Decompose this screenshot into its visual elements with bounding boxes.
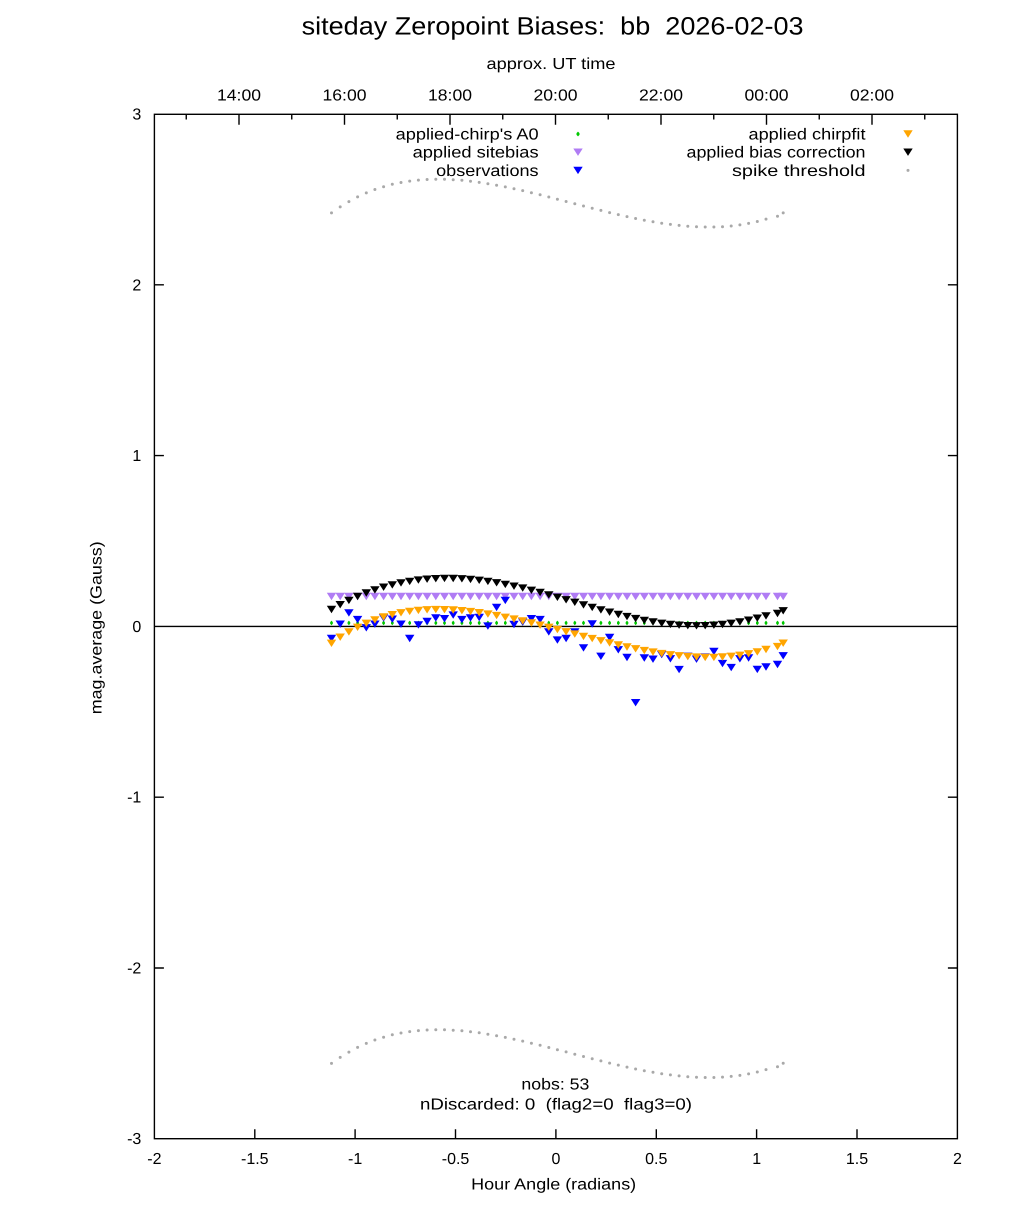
svg-text:Hour Angle (radians): Hour Angle (radians) bbox=[471, 1177, 636, 1194]
svg-text:14:00: 14:00 bbox=[217, 88, 261, 105]
svg-text:approx. UT time: approx. UT time bbox=[487, 56, 616, 73]
svg-text:mag.average (Gauss): mag.average (Gauss) bbox=[89, 541, 106, 714]
svg-text:20:00: 20:00 bbox=[534, 88, 578, 105]
svg-text:0: 0 bbox=[551, 1151, 560, 1168]
svg-text:applied sitebias: applied sitebias bbox=[413, 145, 539, 162]
svg-text:0: 0 bbox=[132, 619, 141, 636]
svg-text:spike threshold: spike threshold bbox=[732, 163, 866, 180]
svg-text:-2: -2 bbox=[147, 1151, 161, 1168]
svg-text:2: 2 bbox=[132, 277, 141, 294]
svg-text:22:00: 22:00 bbox=[639, 88, 683, 105]
svg-text:-1: -1 bbox=[127, 790, 141, 807]
svg-text:-0.5: -0.5 bbox=[442, 1151, 470, 1168]
svg-text:applied bias correction: applied bias correction bbox=[687, 145, 866, 162]
svg-text:-1: -1 bbox=[348, 1151, 362, 1168]
svg-text:-3: -3 bbox=[127, 1131, 141, 1148]
svg-text:1: 1 bbox=[132, 448, 141, 465]
svg-text:3: 3 bbox=[132, 107, 141, 124]
svg-text:18:00: 18:00 bbox=[428, 88, 472, 105]
svg-text:1.5: 1.5 bbox=[846, 1151, 868, 1168]
svg-text:siteday Zeropoint Biases: bb: siteday Zeropoint Biases: bb 2026-02-03 bbox=[302, 13, 804, 41]
svg-text:observations: observations bbox=[436, 163, 539, 180]
svg-text:applied-chirp's A0: applied-chirp's A0 bbox=[396, 127, 539, 144]
svg-text:1: 1 bbox=[752, 1151, 761, 1168]
svg-text:nobs: 53: nobs: 53 bbox=[521, 1077, 589, 1094]
svg-text:applied chirpfit: applied chirpfit bbox=[749, 127, 867, 144]
svg-text:-2: -2 bbox=[127, 960, 141, 977]
svg-text:2: 2 bbox=[953, 1151, 962, 1168]
svg-text:-1.5: -1.5 bbox=[241, 1151, 269, 1168]
svg-text:nDiscarded: 0 (flag2=0 flag3: nDiscarded: 0 (flag2=0 flag3=0) bbox=[420, 1097, 692, 1114]
svg-text:0.5: 0.5 bbox=[645, 1151, 667, 1168]
svg-text:02:00: 02:00 bbox=[850, 88, 894, 105]
svg-text:00:00: 00:00 bbox=[745, 88, 789, 105]
svg-text:16:00: 16:00 bbox=[323, 88, 367, 105]
